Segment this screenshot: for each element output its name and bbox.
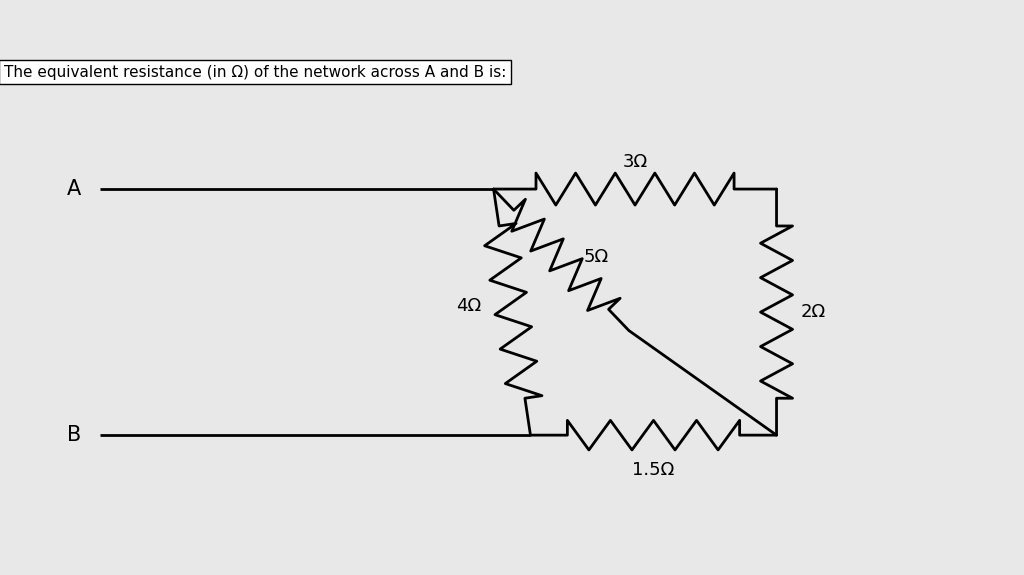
Text: A: A [68, 179, 81, 199]
Text: 3Ω: 3Ω [623, 153, 647, 171]
Text: 4Ω: 4Ω [457, 297, 481, 315]
Text: B: B [68, 425, 81, 445]
Text: The equivalent resistance (in Ω) of the network across A and B is:: The equivalent resistance (in Ω) of the … [4, 64, 506, 80]
Text: 5Ω: 5Ω [583, 248, 608, 266]
Text: 1.5Ω: 1.5Ω [633, 461, 675, 478]
Text: 2Ω: 2Ω [801, 303, 826, 321]
